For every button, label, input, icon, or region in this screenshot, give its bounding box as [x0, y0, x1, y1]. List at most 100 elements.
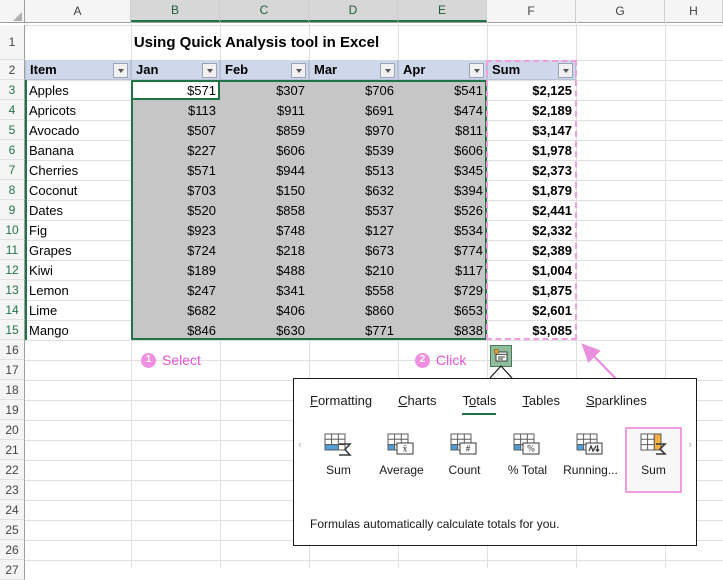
- cell-D5[interactable]: $970: [309, 120, 398, 140]
- cell-F12[interactable]: $1,004: [532, 262, 572, 278]
- cell-C9[interactable]: $858: [220, 200, 309, 220]
- cell-D4[interactable]: $691: [309, 100, 398, 120]
- cell-C15[interactable]: $630: [220, 320, 309, 340]
- cell-A11[interactable]: Grapes: [29, 242, 72, 258]
- cell-E6[interactable]: $606: [398, 140, 487, 160]
- column-header-d[interactable]: D: [309, 0, 398, 22]
- cell-A15[interactable]: Mango: [29, 322, 69, 338]
- cell-F3[interactable]: $2,125: [532, 82, 572, 98]
- cell-A5[interactable]: Avocado: [29, 122, 80, 138]
- filter-dropdown-icon-mar[interactable]: [380, 63, 395, 78]
- cell-A9[interactable]: Dates: [29, 202, 63, 218]
- row-header-22[interactable]: 22: [0, 460, 25, 480]
- qa-tab-sparklines[interactable]: Sparklines: [586, 393, 647, 408]
- select-all-corner[interactable]: [0, 0, 25, 22]
- cell-D11[interactable]: $673: [309, 240, 398, 260]
- cell-D14[interactable]: $860: [309, 300, 398, 320]
- cell-F13[interactable]: $1,875: [532, 282, 572, 298]
- cell-A12[interactable]: Kiwi: [29, 262, 53, 278]
- cell-E8[interactable]: $394: [398, 180, 487, 200]
- column-header-g[interactable]: G: [576, 0, 665, 22]
- cell-E12[interactable]: $117: [398, 260, 487, 280]
- row-header-11[interactable]: 11: [0, 240, 25, 260]
- cell-D8[interactable]: $632: [309, 180, 398, 200]
- cell-D7[interactable]: $513: [309, 160, 398, 180]
- cell-F5[interactable]: $3,147: [532, 122, 572, 138]
- filter-dropdown-icon-item[interactable]: [113, 63, 128, 78]
- row-header-19[interactable]: 19: [0, 400, 25, 420]
- cell-A3[interactable]: Apples: [29, 82, 69, 98]
- cell-B8[interactable]: $703: [131, 180, 220, 200]
- cell-D10[interactable]: $127: [309, 220, 398, 240]
- prev-arrow-icon[interactable]: ‹: [298, 439, 302, 451]
- filter-dropdown-icon-jan[interactable]: [202, 63, 217, 78]
- cell-D12[interactable]: $210: [309, 260, 398, 280]
- row-header-3[interactable]: 3: [0, 80, 25, 100]
- cell-E10[interactable]: $534: [398, 220, 487, 240]
- cell-E3[interactable]: $541: [398, 80, 487, 100]
- qa-option-percent-total[interactable]: % % Total: [499, 427, 556, 477]
- row-header-14[interactable]: 14: [0, 300, 25, 320]
- qa-option-count[interactable]: # Count: [436, 427, 493, 477]
- cell-B11[interactable]: $724: [131, 240, 220, 260]
- column-header-h[interactable]: H: [665, 0, 723, 22]
- cell-C4[interactable]: $911: [220, 100, 309, 120]
- qa-option-running-total[interactable]: Running...: [562, 427, 619, 477]
- cell-F14[interactable]: $2,601: [532, 302, 572, 318]
- row-header-12[interactable]: 12: [0, 260, 25, 280]
- row-header-17[interactable]: 17: [0, 360, 25, 380]
- cell-E7[interactable]: $345: [398, 160, 487, 180]
- row-header-4[interactable]: 4: [0, 100, 25, 120]
- row-header-21[interactable]: 21: [0, 440, 25, 460]
- cell-D15[interactable]: $771: [309, 320, 398, 340]
- column-header-b[interactable]: B: [131, 0, 220, 22]
- cell-F6[interactable]: $1,978: [532, 142, 572, 158]
- row-header-25[interactable]: 25: [0, 520, 25, 540]
- cell-B6[interactable]: $227: [131, 140, 220, 160]
- cell-B14[interactable]: $682: [131, 300, 220, 320]
- row-header-20[interactable]: 20: [0, 420, 25, 440]
- cell-C3[interactable]: $307: [220, 80, 309, 100]
- qa-tab-charts[interactable]: Charts: [398, 393, 437, 408]
- cell-D9[interactable]: $537: [309, 200, 398, 220]
- cell-D3[interactable]: $706: [309, 80, 398, 100]
- cell-C8[interactable]: $150: [220, 180, 309, 200]
- row-header-26[interactable]: 26: [0, 540, 25, 560]
- row-header-1[interactable]: 1: [0, 25, 25, 60]
- column-header-e[interactable]: E: [398, 0, 487, 22]
- qa-option-average[interactable]: x̄ Average: [373, 427, 430, 477]
- qa-option-sum-row[interactable]: Sum: [310, 427, 367, 477]
- cell-A10[interactable]: Fig: [29, 222, 48, 238]
- row-header-16[interactable]: 16: [0, 340, 25, 360]
- cell-B10[interactable]: $923: [131, 220, 220, 240]
- cell-E9[interactable]: $526: [398, 200, 487, 220]
- cell-A6[interactable]: Banana: [29, 142, 74, 158]
- row-header-18[interactable]: 18: [0, 380, 25, 400]
- filter-dropdown-icon-sum[interactable]: [558, 63, 573, 78]
- cell-C11[interactable]: $218: [220, 240, 309, 260]
- cell-F4[interactable]: $2,189: [532, 102, 572, 118]
- cell-B3[interactable]: $571: [131, 80, 220, 100]
- row-header-23[interactable]: 23: [0, 480, 25, 500]
- qa-option-sum-column[interactable]: Sum: [625, 427, 682, 493]
- row-header-8[interactable]: 8: [0, 180, 25, 200]
- row-header-6[interactable]: 6: [0, 140, 25, 160]
- cell-F10[interactable]: $2,332: [532, 222, 572, 238]
- qa-tab-totals[interactable]: Totals: [462, 393, 496, 415]
- cell-A7[interactable]: Cherries: [29, 162, 79, 178]
- cell-A14[interactable]: Lime: [29, 302, 58, 318]
- cell-F8[interactable]: $1,879: [532, 182, 572, 198]
- row-header-7[interactable]: 7: [0, 160, 25, 180]
- cell-C10[interactable]: $748: [220, 220, 309, 240]
- column-header-a[interactable]: A: [25, 0, 131, 22]
- row-header-2[interactable]: 2: [0, 60, 25, 80]
- quick-analysis-panel[interactable]: Formatting Charts Totals Tables Sparklines ‹…: [293, 378, 697, 546]
- cell-A4[interactable]: Apricots: [29, 102, 76, 118]
- cell-B9[interactable]: $520: [131, 200, 220, 220]
- cell-B12[interactable]: $189: [131, 260, 220, 280]
- cell-D6[interactable]: $539: [309, 140, 398, 160]
- row-header-13[interactable]: 13: [0, 280, 25, 300]
- cell-E11[interactable]: $774: [398, 240, 487, 260]
- cell-B15[interactable]: $846: [131, 320, 220, 340]
- filter-dropdown-icon-feb[interactable]: [291, 63, 306, 78]
